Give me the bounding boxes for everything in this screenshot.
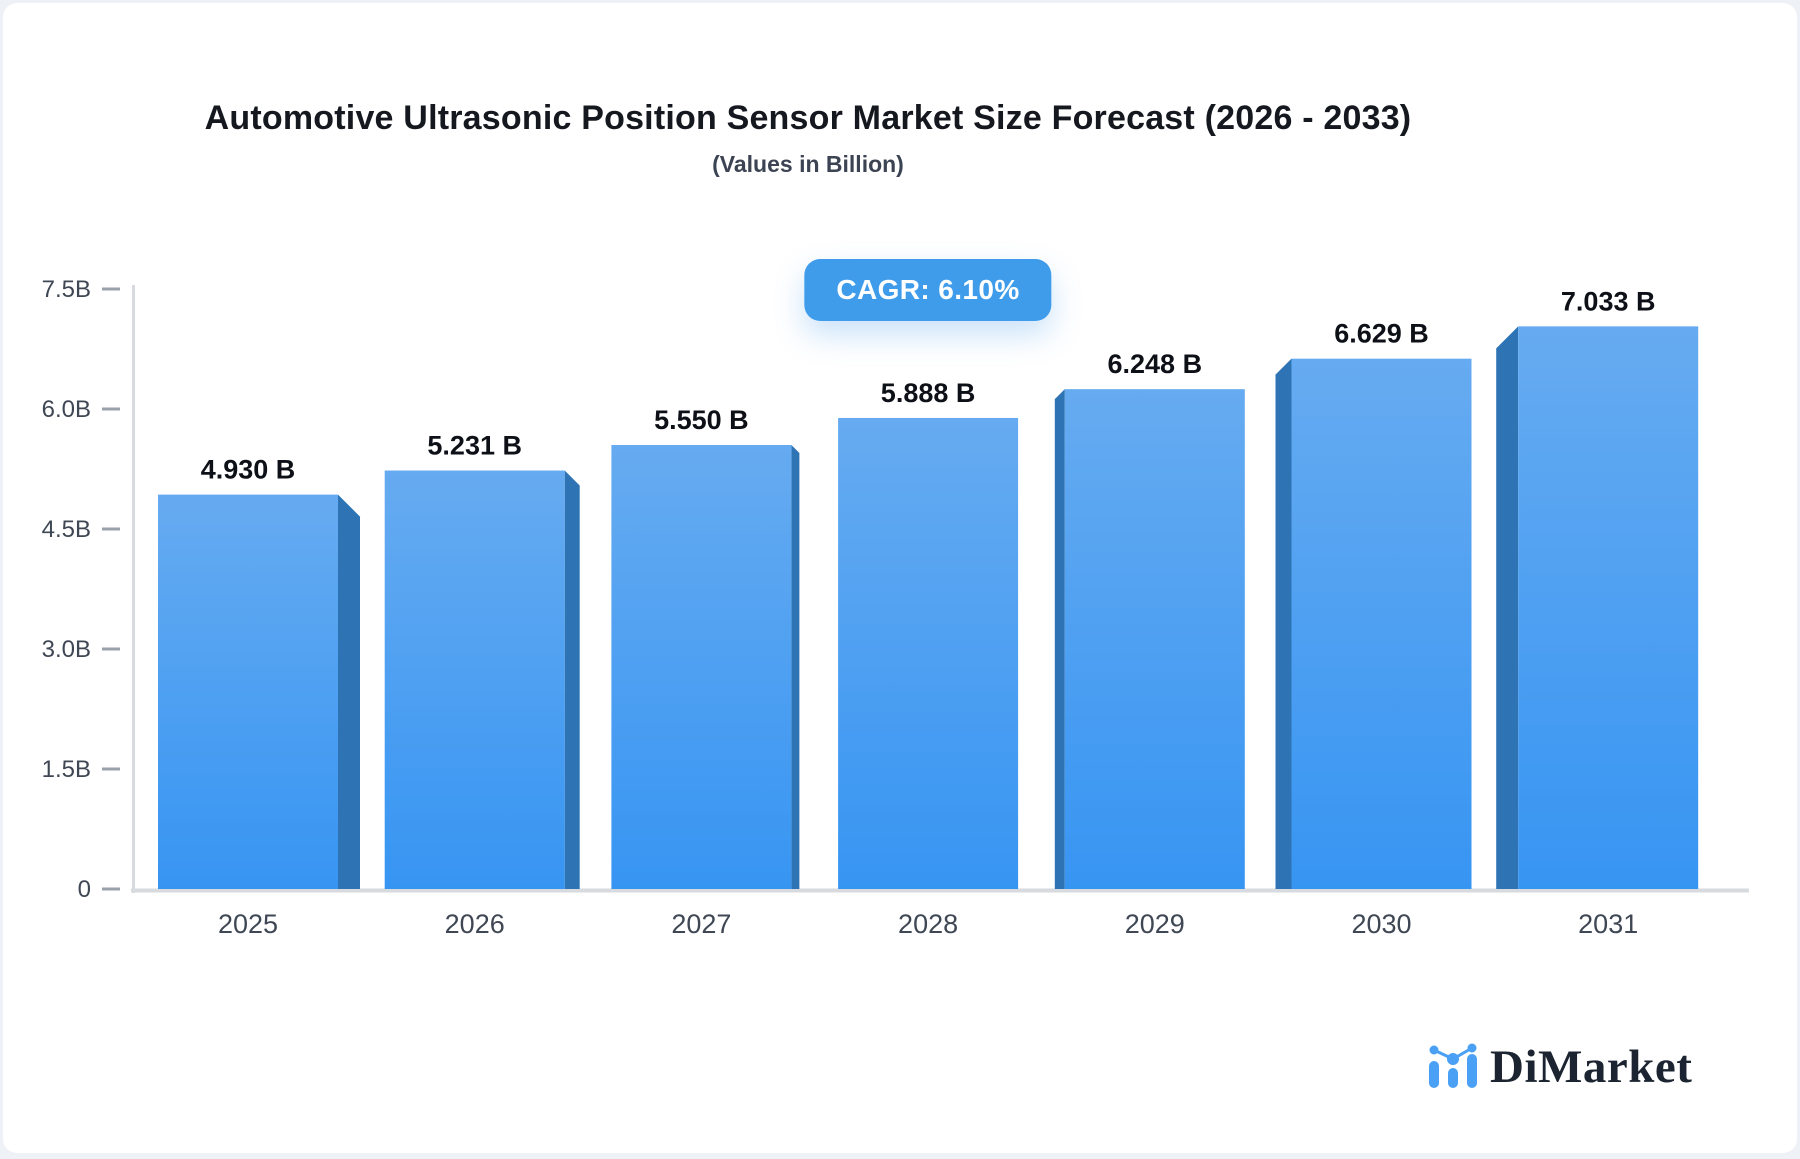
bar (838, 418, 1018, 889)
bar (1065, 389, 1245, 889)
y-tick-mark (102, 288, 120, 291)
bar (1292, 359, 1472, 889)
chart-card: 0 1.5B 3.0B 4.5B 6.0B 7.5B 4.930 B 2025 5.231 B 2… (3, 3, 1797, 1153)
y-tick-mark (102, 648, 120, 651)
x-axis-line (131, 889, 1749, 893)
bar-chart-line-logo-icon (1427, 1043, 1479, 1091)
y-axis-line (132, 285, 135, 893)
bar-side-face (1496, 326, 1518, 889)
x-axis-label: 2031 (1578, 909, 1638, 939)
chart-title: Automotive Ultrasonic Position Sensor Ma… (205, 99, 1412, 138)
logo-wordmark: DiMarket (1490, 1044, 1692, 1091)
bar-value-label: 4.930 B (201, 455, 296, 485)
bar-side-face (1055, 389, 1065, 889)
bar-value-label: 6.629 B (1334, 319, 1429, 349)
y-tick-mark (102, 528, 120, 531)
x-axis-label: 2027 (671, 909, 731, 939)
bar (385, 471, 565, 889)
y-axis-label: 4.5B (42, 516, 91, 543)
y-tick-mark (102, 768, 120, 771)
chart-subtitle: (Values in Billion) (712, 151, 904, 178)
bar-value-label: 5.888 B (881, 378, 976, 408)
bar (158, 495, 338, 889)
x-axis-label: 2029 (1125, 909, 1185, 939)
bar-side-face (1276, 359, 1292, 889)
bar-value-label: 7.033 B (1561, 286, 1656, 316)
x-axis-label: 2025 (218, 909, 278, 939)
y-axis-label: 0 (78, 876, 91, 903)
bar-value-label: 6.248 B (1108, 349, 1203, 379)
x-axis-label: 2028 (898, 909, 958, 939)
y-axis-label: 7.5B (42, 276, 91, 303)
cagr-badge: CAGR: 6.10% (804, 259, 1051, 321)
y-axis-label: 1.5B (42, 756, 91, 783)
bar-side-face (565, 471, 580, 889)
y-axis-label: 6.0B (42, 396, 91, 423)
y-tick-mark (102, 888, 120, 891)
bar-value-label: 5.231 B (427, 431, 522, 461)
bar-value-label: 5.550 B (654, 405, 749, 435)
bar (611, 445, 791, 889)
x-axis-label: 2030 (1351, 909, 1411, 939)
bar-side-face (338, 495, 360, 889)
dimarket-logo: DiMarket (1427, 1043, 1692, 1091)
x-axis-label: 2026 (445, 909, 505, 939)
y-tick-mark (102, 408, 120, 411)
y-axis-label: 3.0B (42, 636, 91, 663)
bar-side-face (791, 445, 799, 889)
bar (1518, 326, 1698, 889)
